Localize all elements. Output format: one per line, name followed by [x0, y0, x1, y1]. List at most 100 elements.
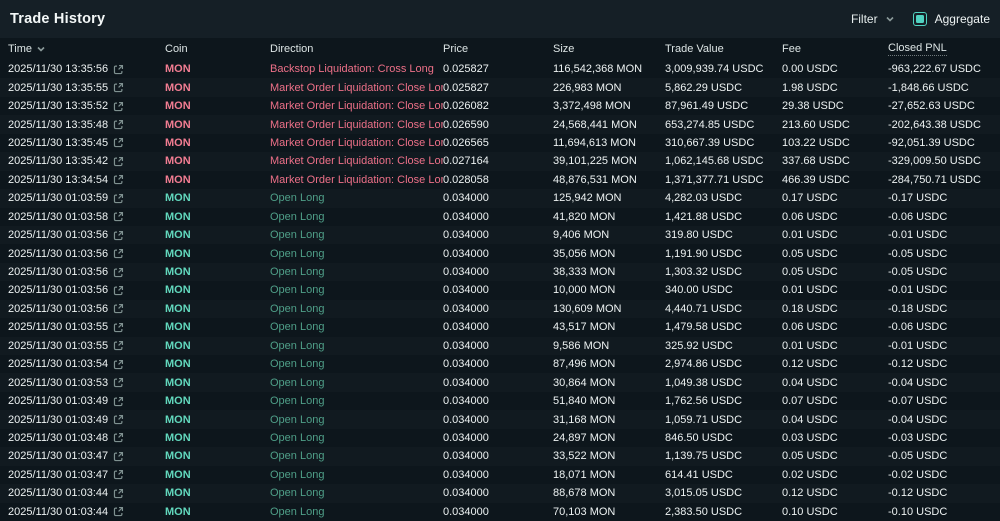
external-link-icon[interactable]: [113, 506, 124, 517]
external-link-icon[interactable]: [113, 156, 124, 167]
external-link-icon[interactable]: [113, 432, 124, 443]
trade-timestamp: 2025/11/30 01:03:55: [8, 339, 109, 352]
size-cell: 24,897 MON: [553, 431, 616, 444]
trade-timestamp: 2025/11/30 01:03:56: [8, 266, 109, 279]
trade-value-cell: 1,059.71 USDC: [665, 413, 743, 426]
column-header-time[interactable]: Time: [8, 43, 165, 55]
external-link-icon[interactable]: [113, 211, 124, 222]
price-cell: 0.034000: [443, 284, 553, 296]
filter-dropdown[interactable]: Filter: [851, 12, 895, 26]
price-value: 0.034000: [443, 376, 489, 389]
fee-cell: 0.02 USDC: [782, 468, 838, 481]
fee-cell: 0.05 USDC: [782, 266, 838, 279]
aggregate-toggle[interactable]: Aggregate: [912, 12, 990, 26]
trade-value-cell: 1,062,145.68 USDC: [665, 155, 764, 168]
closed-pnl-cell: -0.01 USDC: [888, 229, 948, 242]
coin-cell: MON: [165, 505, 191, 518]
size-cell: 33,522 MON: [553, 450, 616, 463]
external-link-icon[interactable]: [113, 137, 124, 148]
closed-pnl-cell: -0.03 USDC: [888, 431, 948, 444]
closed-pnl-cell: -1,848.66 USDC: [888, 81, 969, 94]
external-link-icon[interactable]: [113, 193, 124, 204]
price-value[interactable]: 0.026565: [443, 136, 489, 149]
direction-cell: Market Order Liquidation: Close Long: [270, 155, 443, 168]
external-link-icon[interactable]: [113, 414, 124, 425]
external-link-icon[interactable]: [113, 359, 124, 370]
external-link-icon[interactable]: [113, 230, 124, 241]
closed-pnl-cell: -0.04 USDC: [888, 413, 948, 426]
external-link-icon[interactable]: [113, 119, 124, 130]
external-link-icon[interactable]: [113, 340, 124, 351]
price-value: 0.034000: [443, 358, 489, 371]
price-cell: 0.034000: [443, 229, 553, 241]
aggregate-checkbox[interactable]: [912, 12, 927, 26]
external-link-icon[interactable]: [113, 267, 124, 278]
external-link-icon[interactable]: [113, 396, 124, 407]
table-row: 2025/11/30 01:03:49 MON Open Long 0.0340…: [0, 392, 1000, 410]
trade-value-cell: 3,015.05 USDC: [665, 487, 743, 500]
external-link-icon[interactable]: [113, 285, 124, 296]
direction-cell: Open Long: [270, 450, 325, 463]
price-value: 0.034000: [443, 505, 489, 518]
table-row: 2025/11/30 01:03:56 MON Open Long 0.0340…: [0, 263, 1000, 281]
price-value[interactable]: 0.025827: [443, 63, 489, 76]
direction-cell: Market Order Liquidation: Close Long: [270, 173, 443, 186]
trade-value-cell: 5,862.29 USDC: [665, 81, 743, 94]
direction-cell: Market Order Liquidation: Close Long: [270, 81, 443, 94]
price-value[interactable]: 0.026082: [443, 100, 489, 113]
size-cell: 70,103 MON: [553, 505, 616, 518]
external-link-icon[interactable]: [113, 174, 124, 185]
coin-cell: MON: [165, 468, 191, 481]
time-cell: 2025/11/30 13:35:45: [8, 137, 165, 149]
price-value[interactable]: 0.027164: [443, 155, 489, 168]
closed-pnl-cell: -0.05 USDC: [888, 266, 948, 279]
coin-cell: MON: [165, 210, 191, 223]
size-cell: 31,168 MON: [553, 413, 616, 426]
price-cell: 0.034000: [443, 192, 553, 204]
external-link-icon[interactable]: [113, 64, 124, 75]
coin-cell: MON: [165, 100, 191, 113]
trade-timestamp: 2025/11/30 01:03:55: [8, 321, 109, 334]
price-value: 0.034000: [443, 487, 489, 500]
closed-pnl-cell: -0.18 USDC: [888, 302, 948, 315]
fee-cell: 0.10 USDC: [782, 505, 838, 518]
trade-value-cell: 3,009,939.74 USDC: [665, 63, 764, 76]
coin-cell: MON: [165, 247, 191, 260]
direction-cell: Open Long: [270, 229, 325, 242]
external-link-icon[interactable]: [113, 82, 124, 93]
size-cell: 41,820 MON: [553, 210, 616, 223]
column-header-trade-value: Trade Value: [665, 43, 724, 55]
size-cell: 130,609 MON: [553, 302, 622, 315]
fee-cell: 0.04 USDC: [782, 413, 838, 426]
table-row: 2025/11/30 01:03:49 MON Open Long 0.0340…: [0, 410, 1000, 428]
table-header-row: Time Coin Direction Price Size Trade Val…: [0, 38, 1000, 60]
fee-cell: 0.01 USDC: [782, 284, 838, 297]
direction-cell: Open Long: [270, 505, 325, 518]
panel-header: Trade History Filter Aggregate: [0, 0, 1000, 38]
external-link-icon[interactable]: [113, 377, 124, 388]
price-value[interactable]: 0.026590: [443, 118, 489, 131]
price-value[interactable]: 0.025827: [443, 81, 489, 94]
external-link-icon[interactable]: [113, 303, 124, 314]
trade-value-cell: 846.50 USDC: [665, 431, 733, 444]
trade-value-cell: 2,974.86 USDC: [665, 358, 743, 371]
fee-cell: 29.38 USDC: [782, 100, 844, 113]
price-cell: 0.034000: [443, 303, 553, 315]
trade-timestamp: 2025/11/30 13:34:54: [8, 173, 109, 186]
table-row: 2025/11/30 01:03:44 MON Open Long 0.0340…: [0, 484, 1000, 502]
external-link-icon[interactable]: [113, 451, 124, 462]
closed-pnl-cell: -0.07 USDC: [888, 395, 948, 408]
closed-pnl-cell: -0.12 USDC: [888, 358, 948, 371]
external-link-icon[interactable]: [113, 322, 124, 333]
column-header-closed-pnl[interactable]: Closed PNL: [888, 42, 947, 56]
external-link-icon[interactable]: [113, 488, 124, 499]
price-value[interactable]: 0.028058: [443, 173, 489, 186]
external-link-icon[interactable]: [113, 469, 124, 480]
external-link-icon[interactable]: [113, 248, 124, 259]
time-cell: 2025/11/30 01:03:56: [8, 284, 165, 296]
size-cell: 87,496 MON: [553, 358, 616, 371]
external-link-icon[interactable]: [113, 101, 124, 112]
direction-cell: Open Long: [270, 431, 325, 444]
coin-cell: MON: [165, 395, 191, 408]
coin-cell: MON: [165, 413, 191, 426]
